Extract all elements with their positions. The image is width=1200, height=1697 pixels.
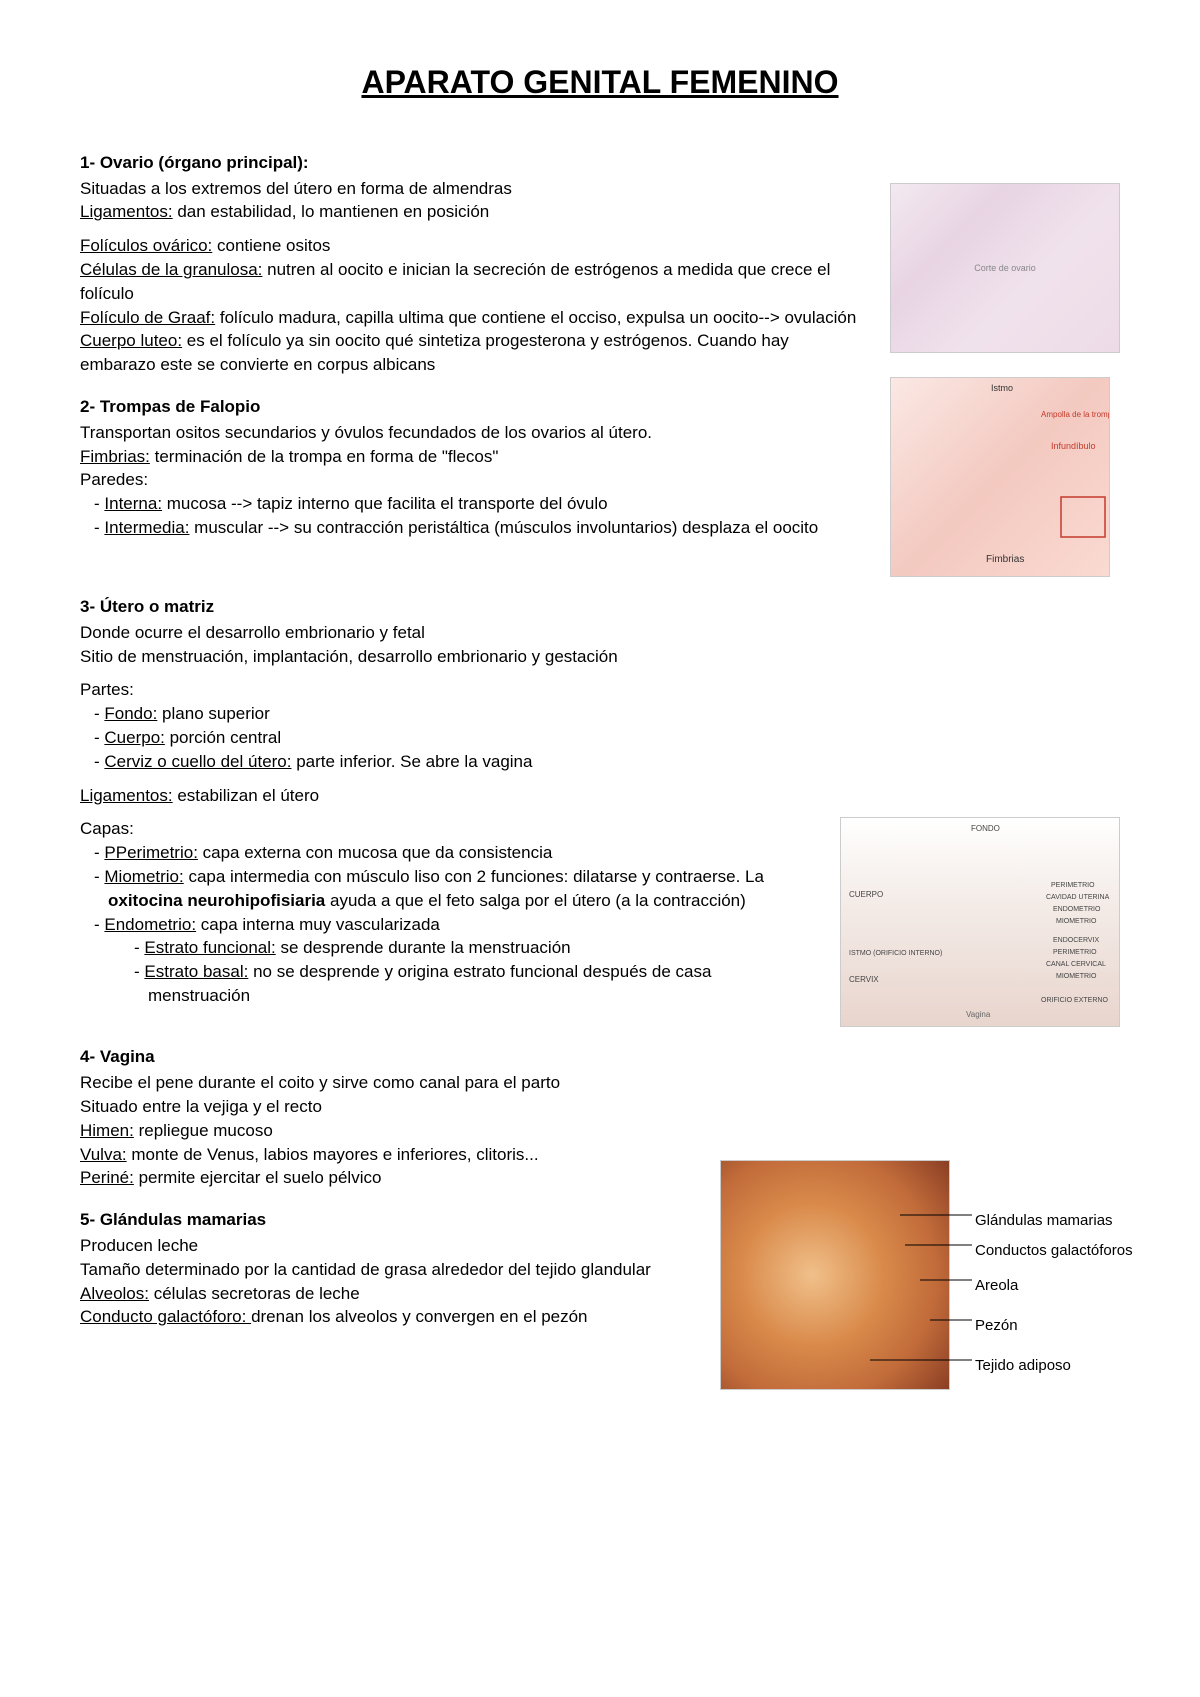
section-4-heading: 4- Vagina (80, 1045, 1120, 1069)
svg-text:ORIFICIO EXTERNO: ORIFICIO EXTERNO (1041, 997, 1108, 1004)
svg-text:CUERPO: CUERPO (849, 890, 883, 899)
s3-line1: Donde ocurre el desarrollo embrionario y… (80, 621, 1120, 645)
svg-text:MIOMETRIO: MIOMETRIO (1056, 918, 1097, 925)
s3-capas-label: Capas: (80, 817, 816, 841)
svg-text:Fimbrias: Fimbrias (986, 554, 1024, 565)
page-title: APARATO GENITAL FEMENINO (80, 60, 1120, 105)
mammary-label-b: Conductos galactóforos (975, 1240, 1133, 1261)
s5-alveolos: Alveolos: células secretoras de leche (80, 1282, 696, 1306)
mammary-diagram (720, 1160, 950, 1390)
s2-intermedia: Intermedia: muscular --> su contracción … (108, 516, 866, 540)
s1-luteo: Cuerpo luteo: es el folículo ya sin ooci… (80, 329, 866, 377)
svg-text:CANAL CERVICAL: CANAL CERVICAL (1046, 961, 1106, 968)
svg-text:Vagina: Vagina (966, 1010, 991, 1019)
s2-fimbrias: Fimbrias: terminación de la trompa en fo… (80, 445, 866, 469)
svg-text:PERIMETRIO: PERIMETRIO (1053, 949, 1097, 956)
s5-conducto: Conducto galactóforo: drenan los alveolo… (80, 1305, 696, 1329)
svg-text:MIOMETRIO: MIOMETRIO (1056, 973, 1097, 980)
mammary-label-e: Tejido adiposo (975, 1355, 1071, 1376)
s3-partes-label: Partes: (80, 678, 1120, 702)
s3-miometrio: Miometrio: capa intermedia con músculo l… (108, 865, 816, 913)
s1-foliculos: Folículos ovárico: contiene ositos (80, 234, 866, 258)
section-1-heading: 1- Ovario (órgano principal): (80, 151, 866, 175)
s4-line2: Situado entre la vejiga y el recto (80, 1095, 1120, 1119)
s3-estrato-basal: Estrato basal: no se desprende y origina… (148, 960, 816, 1008)
s3-fondo: Fondo: plano superior (108, 702, 1120, 726)
uterus-diagram: FONDO CUERPO ISTMO (ORIFICIO INTERNO) CE… (840, 817, 1120, 1027)
s1-graaf: Folículo de Graaf: folículo madura, capi… (80, 306, 866, 330)
mammary-label-a: Glándulas mamarias (975, 1210, 1113, 1231)
uterus-svg: FONDO CUERPO ISTMO (ORIFICIO INTERNO) CE… (841, 817, 1119, 1027)
s3-ligamentos: Ligamentos: estabilizan el útero (80, 784, 1120, 808)
s3-perimetrio: PPerimetrio: capa externa con mucosa que… (108, 841, 816, 865)
ovary-diagram: Corte de ovario (890, 183, 1120, 353)
s2-interna: Interna: mucosa --> tapiz interno que fa… (108, 492, 866, 516)
mammary-label-d: Pezón (975, 1315, 1018, 1336)
section-5-heading: 5- Glándulas mamarias (80, 1208, 696, 1232)
s4-line1: Recibe el pene durante el coito y sirve … (80, 1071, 1120, 1095)
s3-cerviz: Cerviz o cuello del útero: parte inferio… (108, 750, 1120, 774)
svg-text:Infundíbulo: Infundíbulo (1051, 441, 1096, 451)
s1-line1: Situadas a los extremos del útero en for… (80, 177, 866, 201)
s5-line1: Producen leche (80, 1234, 696, 1258)
svg-text:CERVIX: CERVIX (849, 975, 879, 984)
svg-text:FONDO: FONDO (971, 824, 1000, 833)
fallopian-diagram: Istmo Ampolla de la trompa uterina Infun… (890, 377, 1110, 577)
s4-himen: Himen: repliegue mucoso (80, 1119, 1120, 1143)
s3-cuerpo: Cuerpo: porción central (108, 726, 1120, 750)
s3-estrato-funcional: Estrato funcional: se desprende durante … (148, 936, 816, 960)
s5-line2: Tamaño determinado por la cantidad de gr… (80, 1258, 696, 1282)
s1-granulosa: Células de la granulosa: nutren al oocit… (80, 258, 866, 306)
s4-vulva: Vulva: monte de Venus, labios mayores e … (80, 1143, 1120, 1167)
svg-text:PERIMETRIO: PERIMETRIO (1051, 882, 1095, 889)
s3-endometrio: Endometrio: capa interna muy vasculariza… (108, 913, 816, 1008)
mammary-label-c: Areola (975, 1275, 1018, 1296)
s4-perine: Periné: permite ejercitar el suelo pélvi… (80, 1166, 1120, 1190)
svg-text:ISTMO (ORIFICIO INTERNO): ISTMO (ORIFICIO INTERNO) (849, 950, 942, 957)
fallopian-svg: Istmo Ampolla de la trompa uterina Infun… (891, 377, 1109, 577)
svg-text:Ampolla de la trompa uterina: Ampolla de la trompa uterina (1041, 410, 1109, 419)
svg-text:CAVIDAD UTERINA: CAVIDAD UTERINA (1046, 894, 1110, 901)
svg-text:ENDOMETRIO: ENDOMETRIO (1053, 906, 1101, 913)
s1-ligamentos: Ligamentos: dan estabilidad, lo mantiene… (80, 200, 866, 224)
s2-line1: Transportan ositos secundarios y óvulos … (80, 421, 866, 445)
s3-line2: Sitio de menstruación, implantación, des… (80, 645, 1120, 669)
section-3-heading: 3- Útero o matriz (80, 595, 1120, 619)
s2-paredes-label: Paredes: (80, 468, 866, 492)
svg-text:ENDOCERVIX: ENDOCERVIX (1053, 937, 1099, 944)
svg-text:Istmo: Istmo (991, 383, 1013, 393)
section-2-heading: 2- Trompas de Falopio (80, 395, 866, 419)
